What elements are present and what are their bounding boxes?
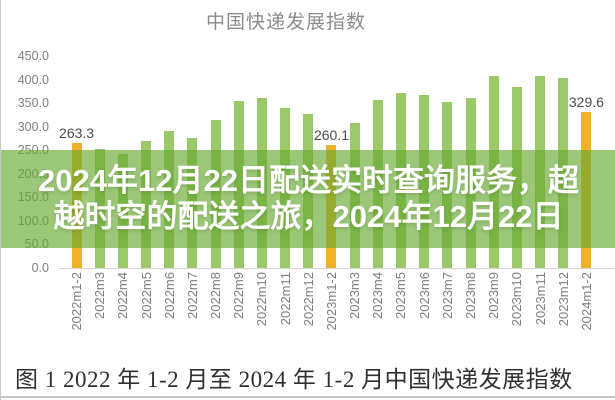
chart-title: 中国快递发展指数: [205, 12, 366, 33]
x-tick-label: 2023m3: [347, 272, 363, 319]
x-label-slot: 2022m6: [158, 272, 181, 352]
x-label-slot: 2023m9: [482, 272, 505, 352]
x-label-slot: 2022m12: [297, 272, 320, 352]
x-label-slot: 2022m5: [135, 272, 158, 352]
data-label-2024m1-2: 329.6: [568, 93, 604, 110]
x-label-slot: 2022m8: [204, 272, 227, 352]
x-tick-label: 2022m4: [115, 272, 131, 319]
bottom-divider: [1, 396, 615, 398]
x-tick-label: 2023m12: [555, 272, 571, 327]
y-tick-label: 400.0: [17, 72, 49, 87]
y-tick-label: 0.0: [31, 260, 49, 275]
x-label-slot: 2024m1-2: [575, 272, 598, 352]
x-label-slot: 2023m5: [389, 272, 412, 352]
x-tick-label: 2022m5: [138, 272, 154, 319]
x-tick-label: 2023m4: [370, 272, 386, 319]
x-label-slot: 2023m1-2: [320, 272, 343, 352]
x-label-slot: 2022m4: [111, 272, 134, 352]
x-axis-labels: 2022m1-2 2022m3 2022m4 2022m5 2022m6 2022m7 20…: [65, 272, 598, 352]
data-label-2022m1-2: 263.3: [59, 125, 95, 142]
banner-text-line2: 越时空的配送之旅，2024年12月22日: [53, 199, 564, 234]
y-tick-label: 450.0: [17, 49, 49, 63]
x-label-slot: 2022m11: [274, 272, 297, 352]
x-tick-label: 2022m9: [231, 272, 247, 319]
x-tick-label: 2023m5: [393, 272, 409, 319]
x-label-slot: 2023m12: [552, 272, 575, 352]
x-tick-label: 2022m11: [277, 272, 293, 326]
x-axis-baseline: [59, 268, 615, 269]
y-tick-label: 350.0: [17, 96, 49, 111]
x-label-slot: 2022m7: [181, 272, 204, 352]
x-tick-label: 2024m1-2: [578, 272, 594, 331]
x-label-slot: 2023m3: [343, 272, 366, 352]
x-tick-label: 2023m1-2: [323, 272, 339, 331]
x-tick-label: 2022m8: [208, 272, 224, 319]
x-tick-label: 2022m6: [161, 272, 177, 319]
figure-caption: 图 1 2022 年 1-2 月至 2024 年 1-2 月中国快递发展指数: [15, 367, 573, 392]
x-label-slot: 2023m4: [366, 272, 389, 352]
banner-text-line1: 2024年12月22日配送实时查询服务，超: [38, 163, 579, 198]
y-tick-label: 300.0: [17, 119, 49, 134]
x-tick-label: 2022m10: [254, 272, 270, 327]
x-tick-label: 2022m1-2: [69, 272, 85, 331]
x-tick-label: 2023m8: [463, 272, 478, 319]
x-label-slot: 2022m9: [227, 272, 250, 352]
x-tick-label: 2023m7: [439, 272, 455, 319]
x-tick-label: 2022m7: [184, 272, 200, 319]
x-tick-label: 2022m12: [300, 272, 316, 327]
x-tick-label: 2023m6: [416, 272, 432, 319]
x-label-slot: 2023m11: [528, 272, 551, 352]
x-label-slot: 2023m6: [413, 272, 436, 352]
promo-banner-overlay: 2024年12月22日配送实时查询服务，超 越时空的配送之旅，2024年12月2…: [1, 150, 615, 248]
x-label-slot: 2022m1-2: [65, 272, 88, 352]
x-tick-label: 2022m3: [92, 272, 108, 319]
x-label-slot: 2023m8: [459, 272, 482, 352]
x-tick-label: 2023m10: [509, 272, 525, 327]
x-tick-label: 2023m11: [532, 272, 548, 326]
x-label-slot: 2022m10: [250, 272, 273, 352]
x-label-slot: 2022m3: [88, 272, 111, 352]
x-label-slot: 2023m10: [505, 272, 528, 352]
x-label-slot: 2023m7: [436, 272, 459, 352]
x-tick-label: 2023m9: [486, 272, 502, 319]
data-label-2023m1-2: 260.1: [313, 126, 350, 143]
